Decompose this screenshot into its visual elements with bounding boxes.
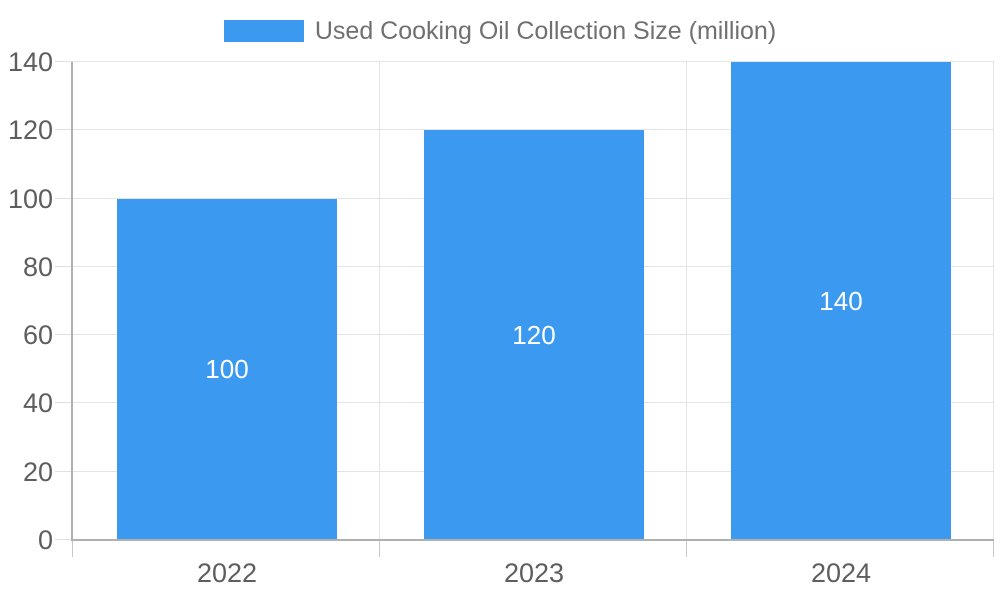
y-axis-tick-label: 60 — [22, 320, 53, 350]
y-axis-tick-label: 80 — [22, 252, 53, 282]
y-axis-tick-label: 20 — [22, 457, 53, 487]
x-axis-tick — [72, 540, 73, 557]
bar[interactable] — [424, 130, 644, 540]
y-axis-tick — [55, 402, 73, 403]
x-axis-tick — [686, 540, 687, 557]
gridline-horizontal — [73, 61, 994, 62]
gridline-vertical — [993, 62, 994, 540]
bar-value-label: 140 — [819, 286, 863, 316]
legend-label: Used Cooking Oil Collection Size (millio… — [314, 17, 777, 45]
y-axis-tick-label: 40 — [22, 388, 53, 418]
y-axis-tick — [55, 61, 73, 62]
bar[interactable] — [117, 199, 337, 540]
y-axis-tick — [55, 198, 73, 199]
legend-swatch-icon — [223, 20, 304, 42]
gridline-horizontal — [73, 129, 994, 130]
bar-value-label: 120 — [512, 320, 556, 350]
x-axis-line — [71, 539, 994, 541]
y-axis-tick-label: 140 — [7, 47, 53, 77]
bar-value-label: 100 — [205, 354, 249, 384]
y-axis-tick — [55, 539, 73, 540]
x-axis-tick — [993, 540, 994, 557]
y-axis-tick-label: 120 — [7, 115, 53, 145]
x-axis-tick-label: 2023 — [503, 558, 565, 588]
x-axis-tick — [379, 540, 380, 557]
y-axis-tick — [55, 129, 73, 130]
bar[interactable] — [731, 62, 951, 540]
x-axis-tick-label: 2022 — [196, 558, 258, 588]
y-axis-line — [71, 62, 73, 540]
y-axis-tick-label: 100 — [7, 184, 53, 214]
x-axis-tick-label: 2024 — [810, 558, 872, 588]
y-axis-tick — [55, 266, 73, 267]
y-axis-tick — [55, 471, 73, 472]
legend[interactable]: Used Cooking Oil Collection Size (millio… — [0, 18, 1000, 44]
gridline-vertical — [379, 62, 380, 540]
y-axis-tick-label: 0 — [37, 525, 53, 555]
gridline-vertical — [686, 62, 687, 540]
y-axis-tick — [55, 334, 73, 335]
